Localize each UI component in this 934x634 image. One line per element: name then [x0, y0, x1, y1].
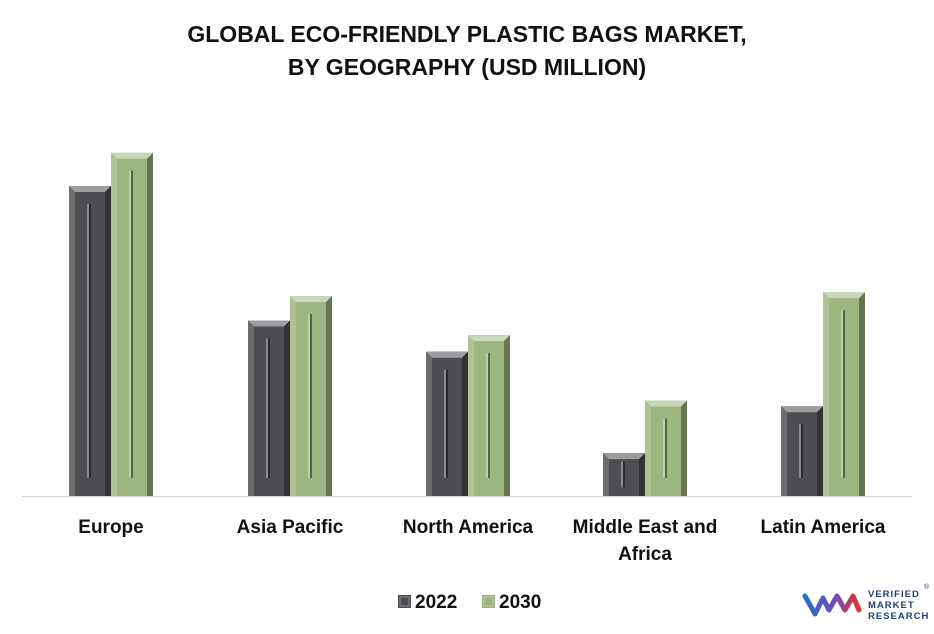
- category-label-3: Middle East and Africa: [573, 517, 718, 565]
- bar-2022-3: [603, 453, 645, 496]
- legend-item-2030: 2030: [482, 592, 541, 613]
- registered-mark: ®: [924, 584, 930, 591]
- bar-2022-0: [69, 185, 111, 496]
- chart-title: GLOBAL ECO-FRIENDLY PLASTIC BAGS MARKET,…: [0, 18, 934, 84]
- legend-swatch-2022: [398, 595, 411, 608]
- legend-item-2022: 2022: [398, 592, 457, 613]
- bar-2022-4: [781, 406, 823, 496]
- legend-swatch-2030: [482, 595, 495, 608]
- category-label-0: Europe: [78, 517, 143, 538]
- category-label-2: North America: [403, 517, 534, 538]
- vmr-logo-icon: [802, 593, 862, 617]
- category-label-1: Asia Pacific: [237, 517, 344, 538]
- bar-2030-0: [111, 152, 153, 497]
- logo-line-1: VERIFIED: [868, 589, 920, 600]
- bars-group: [69, 152, 865, 497]
- logo-line-3: RESEARCH: [868, 611, 930, 622]
- bar-2030-4: [823, 292, 865, 496]
- logo-wordmark: VERIFIED MARKET RESEARCH: [868, 589, 929, 622]
- logo-line-2: MARKET: [868, 600, 915, 611]
- verified-market-research-logo: VERIFIED MARKET RESEARCH ®: [802, 584, 932, 628]
- bar-2022-2: [426, 351, 468, 496]
- bar-2022-1: [248, 320, 290, 496]
- legend: 2022 2030: [398, 592, 541, 613]
- bar-2030-2: [468, 335, 510, 496]
- category-label-4: Latin America: [761, 517, 886, 538]
- category-labels: Europe Asia Pacific North America Middle Ea…: [78, 517, 886, 565]
- chart-title-line-2: BY GEOGRAPHY (USD MILLION): [287, 54, 647, 80]
- bar-2030-1: [290, 296, 332, 496]
- bar-2030-3: [645, 400, 687, 496]
- legend-label-2022: 2022: [415, 592, 457, 613]
- chart-title-line-1: GLOBAL ECO-FRIENDLY PLASTIC BAGS MARKET,: [187, 21, 747, 47]
- legend-label-2030: 2030: [499, 592, 541, 613]
